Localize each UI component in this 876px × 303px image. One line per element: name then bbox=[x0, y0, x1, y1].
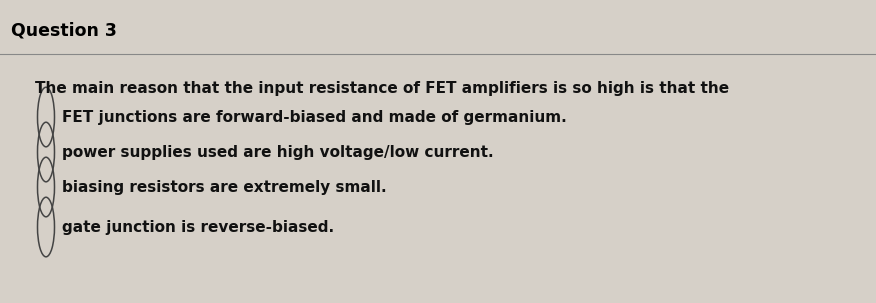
Text: biasing resistors are extremely small.: biasing resistors are extremely small. bbox=[62, 179, 386, 195]
Text: gate junction is reverse-biased.: gate junction is reverse-biased. bbox=[62, 220, 334, 235]
Text: The main reason that the input resistance of FET amplifiers is so high is that t: The main reason that the input resistanc… bbox=[35, 81, 729, 96]
Text: power supplies used are high voltage/low current.: power supplies used are high voltage/low… bbox=[62, 145, 493, 159]
Text: Question 3: Question 3 bbox=[11, 22, 117, 40]
Text: FET junctions are forward-biased and made of germanium.: FET junctions are forward-biased and mad… bbox=[62, 109, 567, 125]
